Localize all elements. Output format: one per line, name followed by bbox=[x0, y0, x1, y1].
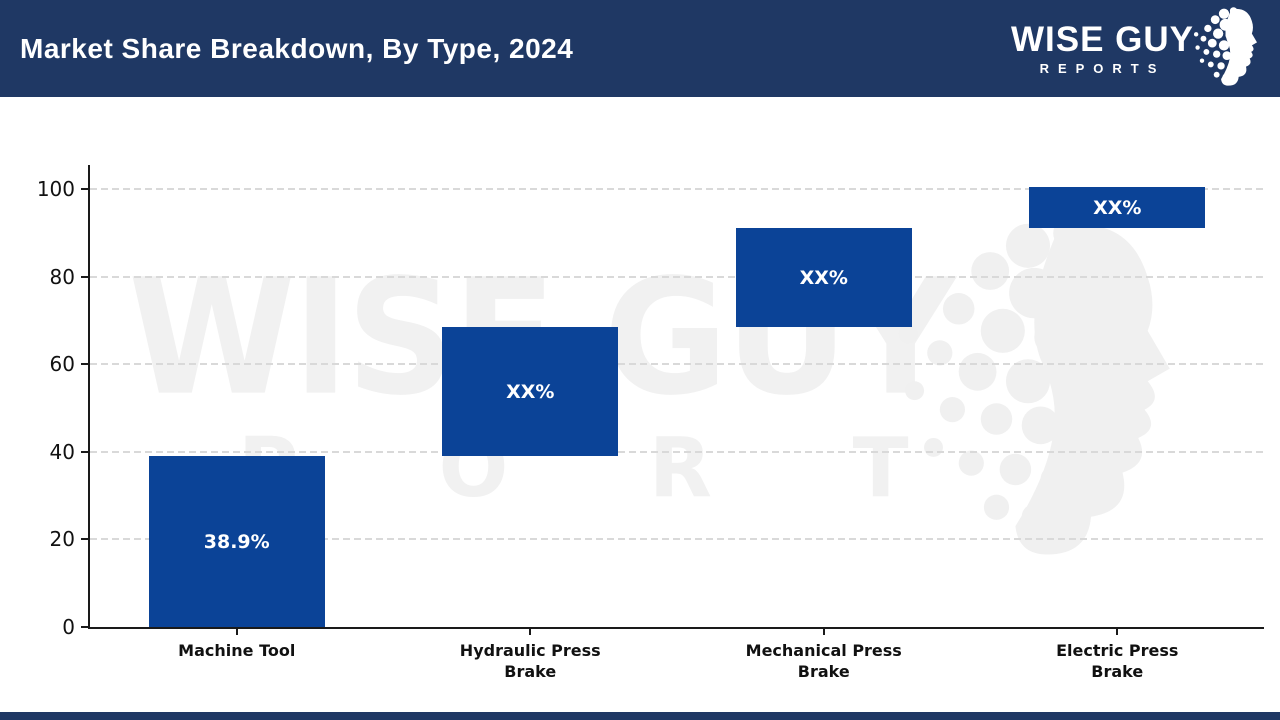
logo-wordmark-line2: REPORTS bbox=[1039, 61, 1166, 76]
xtick-label-3: Electric Press Brake bbox=[1056, 641, 1179, 681]
watermark-face-icon bbox=[898, 217, 1170, 555]
bar-value-label-2: XX% bbox=[799, 266, 848, 289]
logo-wordmark: WISE GUY REPORTS bbox=[1011, 22, 1194, 76]
xtick-mark-0 bbox=[235, 627, 238, 635]
bar-segment-2: XX% bbox=[735, 228, 912, 327]
ytick-label-20: 20 bbox=[49, 527, 75, 552]
ytick-mark-100 bbox=[81, 188, 88, 191]
bar-segment-0: 38.9% bbox=[148, 456, 325, 627]
ytick-label-0: 0 bbox=[62, 615, 75, 639]
logo-wordmark-line1: WISE GUY bbox=[1010, 20, 1194, 59]
gridline-y-100 bbox=[90, 188, 1264, 191]
xtick-label-2: Mechanical Press Brake bbox=[745, 641, 902, 681]
ytick-mark-60 bbox=[81, 363, 88, 366]
xtick-mark-1 bbox=[529, 627, 532, 635]
gridline-y-80 bbox=[90, 275, 1264, 278]
chart-plot-area: 0 20 40 60 80 100 38.9% Machine Tool XX% Hydrauli… bbox=[37, 165, 1264, 681]
ytick-mark-40 bbox=[81, 450, 88, 453]
ytick-label-60: 60 bbox=[49, 352, 75, 377]
gridline-y-20 bbox=[90, 538, 1264, 541]
ytick-mark-80 bbox=[81, 275, 88, 278]
xtick-label-0: Machine Tool bbox=[178, 641, 296, 660]
ytick-mark-20 bbox=[81, 538, 88, 541]
bar-segment-3: XX% bbox=[1029, 186, 1206, 229]
page-title: Market Share Breakdown, By Type, 2024 bbox=[20, 32, 574, 64]
xtick-mark-3 bbox=[1116, 627, 1119, 635]
wise-guy-reports-logo: WISE GUY REPORTS bbox=[1011, 4, 1268, 94]
ytick-label-80: 80 bbox=[49, 264, 75, 289]
ytick-label-40: 40 bbox=[49, 439, 75, 464]
ytick-mark-0 bbox=[81, 626, 88, 628]
gridline-y-40 bbox=[90, 450, 1264, 453]
ytick-label-100: 100 bbox=[36, 177, 75, 202]
footer-bar bbox=[0, 712, 1280, 720]
bar-value-label-3: XX% bbox=[1093, 196, 1142, 219]
header-banner: Market Share Breakdown, By Type, 2024 WI… bbox=[0, 0, 1280, 97]
bar-segment-1: XX% bbox=[442, 327, 619, 457]
bar-value-label-1: XX% bbox=[506, 380, 555, 403]
logo-face-icon bbox=[1193, 7, 1257, 86]
gridline-y-60 bbox=[90, 363, 1264, 366]
xtick-mark-2 bbox=[822, 627, 825, 635]
bar-value-label-0: 38.9% bbox=[203, 530, 270, 553]
xtick-label-1: Hydraulic Press Brake bbox=[459, 641, 601, 681]
